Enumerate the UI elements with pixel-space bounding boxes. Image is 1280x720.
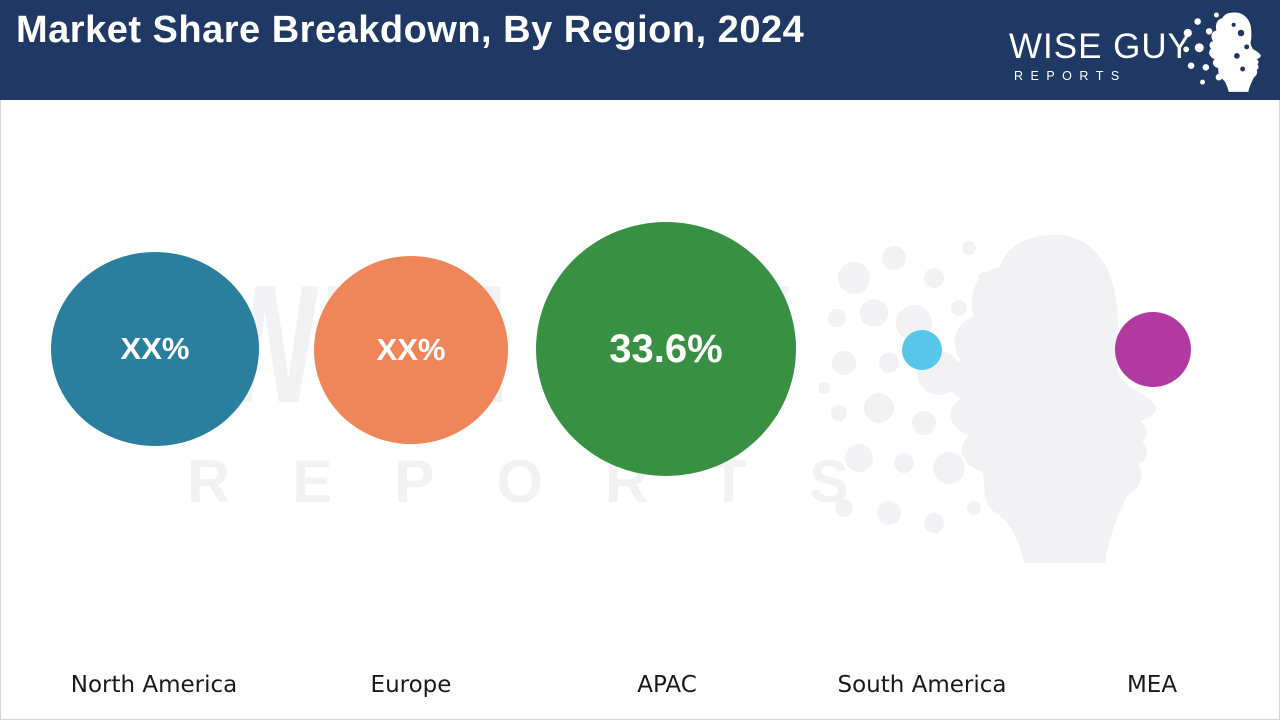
bubble-apac: 33.6% — [536, 222, 796, 476]
header-bar: Market Share Breakdown, By Region, 2024 … — [0, 0, 1280, 100]
brand-logo: WISE GUY REPORTS — [1009, 8, 1268, 94]
watermark-tagline: REPORTS — [187, 448, 912, 515]
bubble-europe: XX% — [314, 256, 508, 444]
bubble-value-apac: 33.6% — [609, 326, 723, 371]
bubble-value-europe: XX% — [376, 332, 446, 367]
brand-wordmark-block: WISE GUY REPORTS — [1008, 27, 1192, 83]
bubble-mea — [1115, 312, 1191, 387]
category-label-north-america: North America — [70, 672, 238, 698]
page-title: Market Share Breakdown, By Region, 2024 — [16, 9, 805, 51]
category-label-mea: MEA — [1126, 672, 1178, 698]
bubble-north-america: XX% — [51, 252, 259, 446]
bubble-value-north-america: XX% — [120, 331, 190, 366]
bubble-south-america — [902, 330, 942, 370]
brand-tagline: REPORTS — [1013, 68, 1127, 83]
category-label-apac: APAC — [637, 672, 697, 698]
watermark-head-icon — [819, 234, 1157, 563]
category-label-europe: Europe — [370, 672, 452, 698]
category-label-south-america: South America — [837, 672, 1007, 698]
brand-wordmark: WISE GUY — [1008, 27, 1192, 67]
chart-area: WISE GUY REPORTS XX% XX% 33.6% — [0, 100, 1280, 720]
logo-head-icon — [1183, 12, 1261, 92]
